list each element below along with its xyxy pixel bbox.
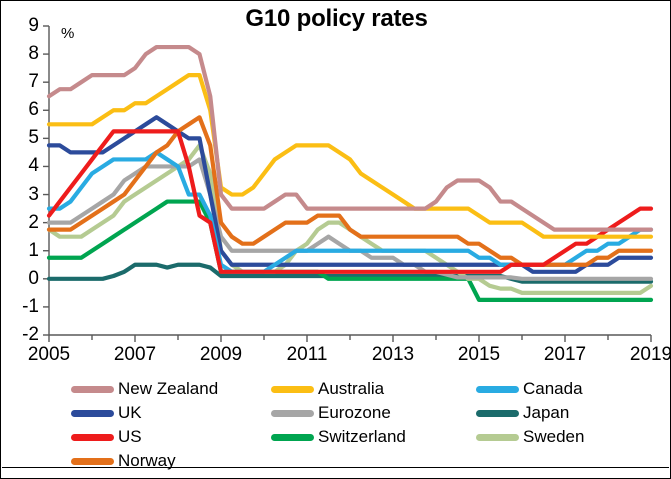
- series-line-new-zealand: [46, 44, 654, 232]
- y-axis-tick-label: 6: [28, 99, 39, 121]
- legend-column: Canada Japan Sweden: [476, 377, 584, 449]
- y-axis-unit-label: %: [61, 25, 75, 42]
- legend-color-swatch: [71, 457, 114, 465]
- x-axis-tick-label: 2007: [113, 344, 157, 365]
- y-axis-tick-label: -2: [22, 324, 39, 345]
- series-line-australia: [46, 73, 654, 239]
- legend-label: Eurozone: [318, 403, 391, 422]
- chart-legend: New Zealand UK US Norway Australia Eurozone Sw…: [71, 377, 661, 470]
- x-axis-tick-label: 2017: [543, 344, 587, 365]
- y-axis-tick-label: 8: [28, 43, 39, 65]
- legend-color-swatch: [71, 433, 114, 441]
- axes: [43, 25, 652, 342]
- legend-label: Switzerland: [318, 427, 406, 446]
- x-axis-tick-label: 2019: [629, 344, 671, 365]
- y-axis-tick-label: 0: [28, 267, 39, 289]
- legend-color-swatch: [271, 433, 314, 441]
- legend-divider: [2, 467, 669, 468]
- legend-item-canada[interactable]: Canada: [476, 377, 584, 401]
- data-series-group: [46, 44, 654, 302]
- y-axis-tick-label: 9: [28, 15, 39, 36]
- legend-label: Japan: [523, 403, 570, 422]
- series-line-japan: [46, 262, 654, 284]
- chart-title: G10 policy rates: [245, 5, 428, 32]
- legend-label: US: [118, 427, 142, 446]
- legend-item-uk[interactable]: UK: [71, 401, 218, 425]
- y-axis-tick-label: 3: [28, 183, 39, 205]
- legend-color-swatch: [271, 385, 314, 393]
- legend-item-australia[interactable]: Australia: [271, 377, 406, 401]
- series-line-uk: [46, 115, 654, 274]
- x-axis-tick-label: 2009: [199, 344, 243, 365]
- legend-item-us[interactable]: US: [71, 425, 218, 449]
- y-axis-tick-label: 1: [28, 239, 39, 261]
- y-axis-tick-label: 4: [28, 155, 39, 177]
- y-axis-tick-label: 2: [28, 211, 39, 233]
- y-axis-tick-label: -1: [22, 295, 39, 317]
- legend-item-norway[interactable]: Norway: [71, 449, 218, 473]
- series-line-switzerland: [46, 199, 654, 302]
- legend-label: New Zealand: [118, 379, 219, 398]
- legend-color-swatch: [71, 385, 114, 393]
- legend-column: Australia Eurozone Switzerland: [271, 377, 406, 449]
- y-axis-tick-label: 7: [28, 71, 39, 93]
- legend-item-japan[interactable]: Japan: [476, 401, 584, 425]
- legend-color-swatch: [476, 433, 519, 441]
- x-axis-tick-label: 2013: [371, 344, 415, 365]
- series-line-norway: [46, 115, 654, 267]
- x-axis-tick-label: 2005: [27, 344, 71, 365]
- legend-color-swatch: [271, 409, 314, 417]
- y-axis-tick-label: 5: [28, 127, 39, 149]
- legend-item-switzerland[interactable]: Switzerland: [271, 425, 406, 449]
- legend-label: Australia: [318, 379, 385, 398]
- legend-label: UK: [118, 403, 142, 422]
- legend-label: Canada: [523, 379, 583, 398]
- legend-item-sweden[interactable]: Sweden: [476, 425, 584, 449]
- x-axis-tick-label: 2015: [457, 344, 501, 365]
- legend-color-swatch: [71, 409, 114, 417]
- legend-label: Sweden: [523, 427, 585, 446]
- legend-label: Norway: [118, 451, 176, 470]
- legend-color-swatch: [476, 409, 519, 417]
- x-axis-tick-label: 2011: [286, 344, 328, 365]
- legend-item-eurozone[interactable]: Eurozone: [271, 401, 406, 425]
- legend-column: New Zealand UK US Norway: [71, 377, 218, 473]
- series-line-us: [46, 129, 654, 274]
- legend-color-swatch: [476, 385, 519, 393]
- legend-item-new-zealand[interactable]: New Zealand: [71, 377, 218, 401]
